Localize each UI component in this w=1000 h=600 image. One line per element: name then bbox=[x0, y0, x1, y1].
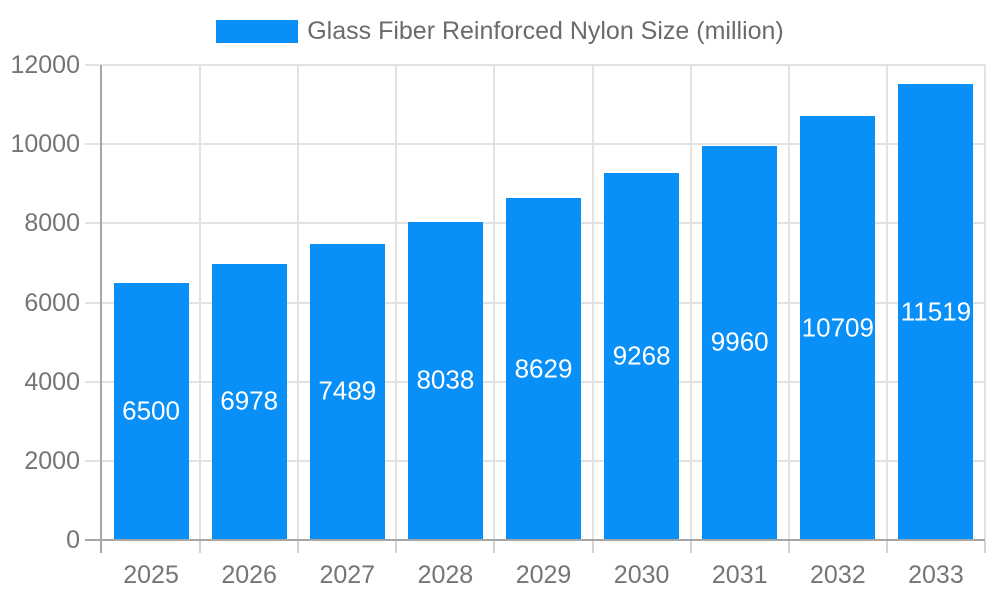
bar-2029[interactable]: 8629 bbox=[506, 198, 581, 539]
y-axis-label-0: 0 bbox=[66, 526, 80, 554]
gridline-vertical-8 bbox=[886, 65, 888, 540]
bar-2033[interactable]: 11519 bbox=[898, 84, 974, 539]
legend-label: Glass Fiber Reinforced Nylon Size (milli… bbox=[307, 17, 784, 45]
y-axis-label-6000: 6000 bbox=[24, 288, 80, 317]
bar-2025[interactable]: 6500 bbox=[113, 282, 189, 539]
bar-2028[interactable]: 8038 bbox=[407, 221, 483, 539]
gridline-vertical-3 bbox=[395, 65, 397, 540]
bar-2032[interactable]: 10709 bbox=[800, 116, 876, 539]
bar-value-label-2026: 6978 bbox=[220, 385, 279, 416]
gridline-vertical-7 bbox=[788, 65, 790, 540]
x-axis-label-2028: 2028 bbox=[417, 561, 474, 589]
x-axis-tick-8 bbox=[886, 541, 888, 553]
x-axis-label-2033: 2033 bbox=[908, 561, 964, 589]
x-axis-label-2026: 2026 bbox=[221, 561, 277, 589]
x-axis-label-2030: 2030 bbox=[613, 561, 670, 589]
gridline-vertical-4 bbox=[493, 65, 495, 540]
x-axis-label-2031: 2031 bbox=[711, 561, 768, 589]
x-axis-tick-2 bbox=[297, 541, 299, 553]
bar-2031[interactable]: 9960 bbox=[702, 145, 778, 539]
legend-swatch-icon bbox=[216, 20, 299, 43]
x-axis-label-2025: 2025 bbox=[123, 561, 179, 589]
bar-value-label-2030: 9268 bbox=[612, 340, 671, 371]
x-axis-tick-4 bbox=[493, 541, 495, 553]
bar-value-label-2025: 6500 bbox=[122, 395, 180, 426]
gridline-vertical-6 bbox=[690, 65, 692, 540]
gridline-vertical-2 bbox=[297, 65, 299, 540]
x-axis-label-2027: 2027 bbox=[319, 561, 376, 589]
bar-2026[interactable]: 6978 bbox=[211, 263, 287, 539]
y-axis-label-10000: 10000 bbox=[10, 130, 80, 159]
gridline-vertical-5 bbox=[592, 65, 594, 540]
x-axis-tick-3 bbox=[395, 541, 397, 553]
x-axis-line bbox=[85, 539, 985, 541]
legend: Glass Fiber Reinforced Nylon Size (milli… bbox=[0, 17, 1000, 46]
gridline-vertical-9 bbox=[984, 65, 986, 540]
x-axis-tick-9 bbox=[984, 541, 986, 553]
plot-area: 6500 6978 7489 8038 8629 9268 9960 10709 11519 bbox=[85, 64, 986, 553]
x-axis-tick-1 bbox=[199, 541, 201, 553]
bar-value-label-2032: 10709 bbox=[801, 312, 874, 343]
bar-2030[interactable]: 9268 bbox=[604, 173, 680, 539]
bar-value-label-2027: 7489 bbox=[318, 375, 377, 406]
gridline-horizontal-10000 bbox=[85, 143, 985, 146]
y-axis-line bbox=[100, 65, 102, 553]
bar-2027[interactable]: 7489 bbox=[309, 243, 385, 539]
x-axis-tick-5 bbox=[592, 541, 594, 553]
bar-value-label-2031: 9960 bbox=[710, 326, 769, 357]
bar-value-label-2033: 11519 bbox=[900, 296, 972, 326]
y-axis-label-8000: 8000 bbox=[24, 209, 80, 238]
y-axis-label-4000: 4000 bbox=[24, 367, 80, 396]
gridline-vertical-1 bbox=[199, 65, 201, 540]
x-axis-label-2029: 2029 bbox=[515, 561, 572, 589]
x-axis-label-2032: 2032 bbox=[810, 561, 866, 589]
y-axis-label-2000: 2000 bbox=[24, 446, 80, 475]
y-axis-label-12000: 12000 bbox=[10, 51, 80, 79]
gridline-horizontal-12000 bbox=[85, 64, 985, 66]
bar-value-label-2029: 8629 bbox=[514, 353, 573, 384]
x-axis-tick-7 bbox=[788, 541, 790, 553]
bar-value-label-2028: 8038 bbox=[416, 364, 475, 395]
x-axis-tick-6 bbox=[690, 541, 692, 553]
